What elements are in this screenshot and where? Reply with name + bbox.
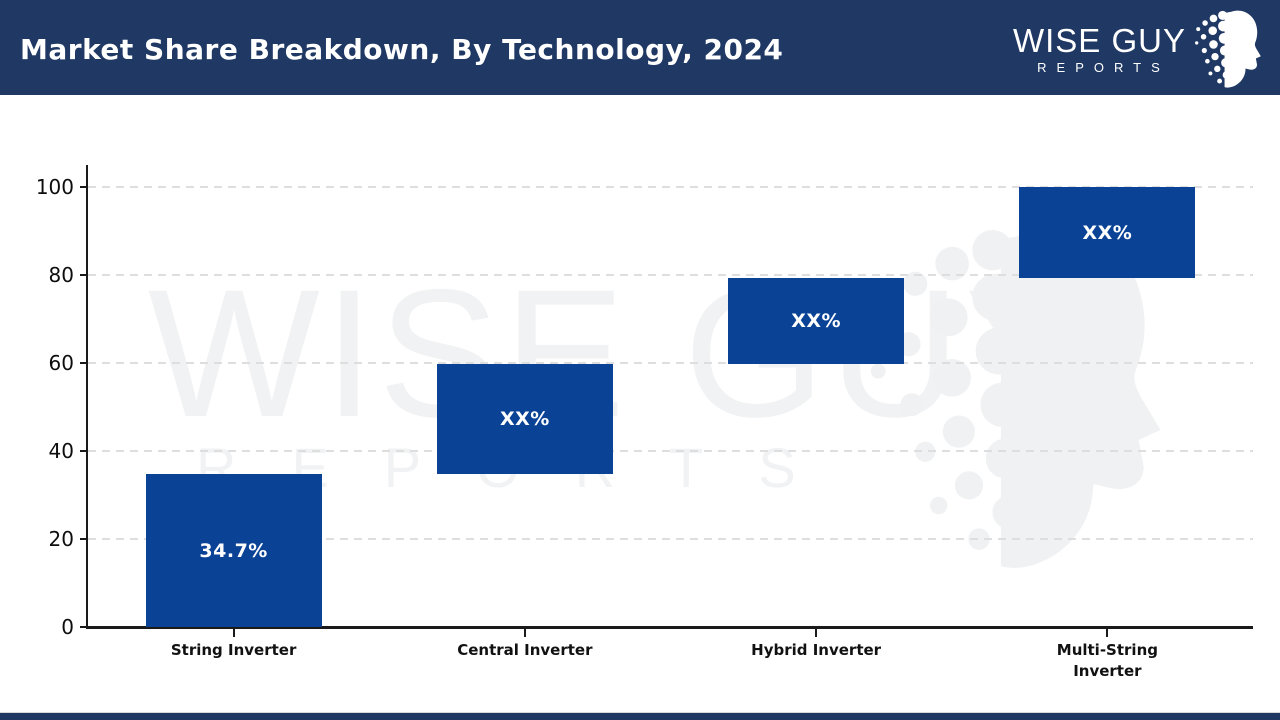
x-tick-hybrid-inverter <box>815 628 818 637</box>
footer-bar <box>0 713 1280 720</box>
x-tick-label-central-inverter: Central Inverter <box>457 641 593 659</box>
x-tick-label-multi-string-inverter: Multi-String Inverter <box>1056 641 1158 680</box>
header-bar: Market Share Breakdown, By Technology, 2… <box>0 0 1280 95</box>
x-tick-label-hybrid-inverter: Hybrid Inverter <box>751 641 882 659</box>
dotted-head-icon <box>1195 10 1261 88</box>
y-axis-spine <box>86 165 88 629</box>
y-tick-label-40: 40 <box>48 439 74 463</box>
gridline-20 <box>88 538 1253 540</box>
x-tick-central-inverter <box>523 628 526 637</box>
y-tick-40 <box>80 450 88 452</box>
bar-value-label: XX% <box>1082 221 1133 244</box>
bar-value-label: 34.7% <box>199 539 268 562</box>
bar-value-label: XX% <box>791 309 842 332</box>
y-tick-0 <box>80 626 88 628</box>
bar-central-inverter: XX% <box>436 363 613 475</box>
gridline-100 <box>88 186 1253 188</box>
y-tick-label-0: 0 <box>61 615 74 639</box>
gridline-60 <box>88 362 1253 364</box>
x-tick-string-inverter <box>232 628 235 637</box>
brand-subtitle: REPORTS <box>1037 60 1170 75</box>
x-tick-multi-string-inverter <box>1106 628 1109 637</box>
bar-multi-string-inverter: XX% <box>1019 187 1196 279</box>
x-tick-label-string-inverter: String Inverter <box>170 641 297 659</box>
figure-border <box>0 712 1280 713</box>
brand-name: WISE GUY <box>1012 22 1186 59</box>
chart-title: Market Share Breakdown, By Technology, 2… <box>20 33 784 66</box>
y-tick-60 <box>80 362 88 364</box>
y-tick-label-60: 60 <box>48 351 74 375</box>
bar-hybrid-inverter: XX% <box>728 278 905 364</box>
y-tick-label-20: 20 <box>48 527 74 551</box>
y-tick-label-100: 100 <box>35 175 74 199</box>
y-tick-label-80: 80 <box>48 263 74 287</box>
bar-string-inverter: 34.7% <box>145 474 322 627</box>
brand-logo: WISE GUY REPORTS <box>1013 8 1268 90</box>
gridline-40 <box>88 450 1253 452</box>
bar-value-label: XX% <box>499 408 550 431</box>
y-tick-80 <box>80 274 88 276</box>
x-axis-spine <box>86 626 1253 629</box>
y-tick-20 <box>80 538 88 540</box>
brand-text: WISE GUY REPORTS <box>1013 23 1186 75</box>
y-tick-100 <box>80 186 88 188</box>
gridline-80 <box>88 274 1253 276</box>
